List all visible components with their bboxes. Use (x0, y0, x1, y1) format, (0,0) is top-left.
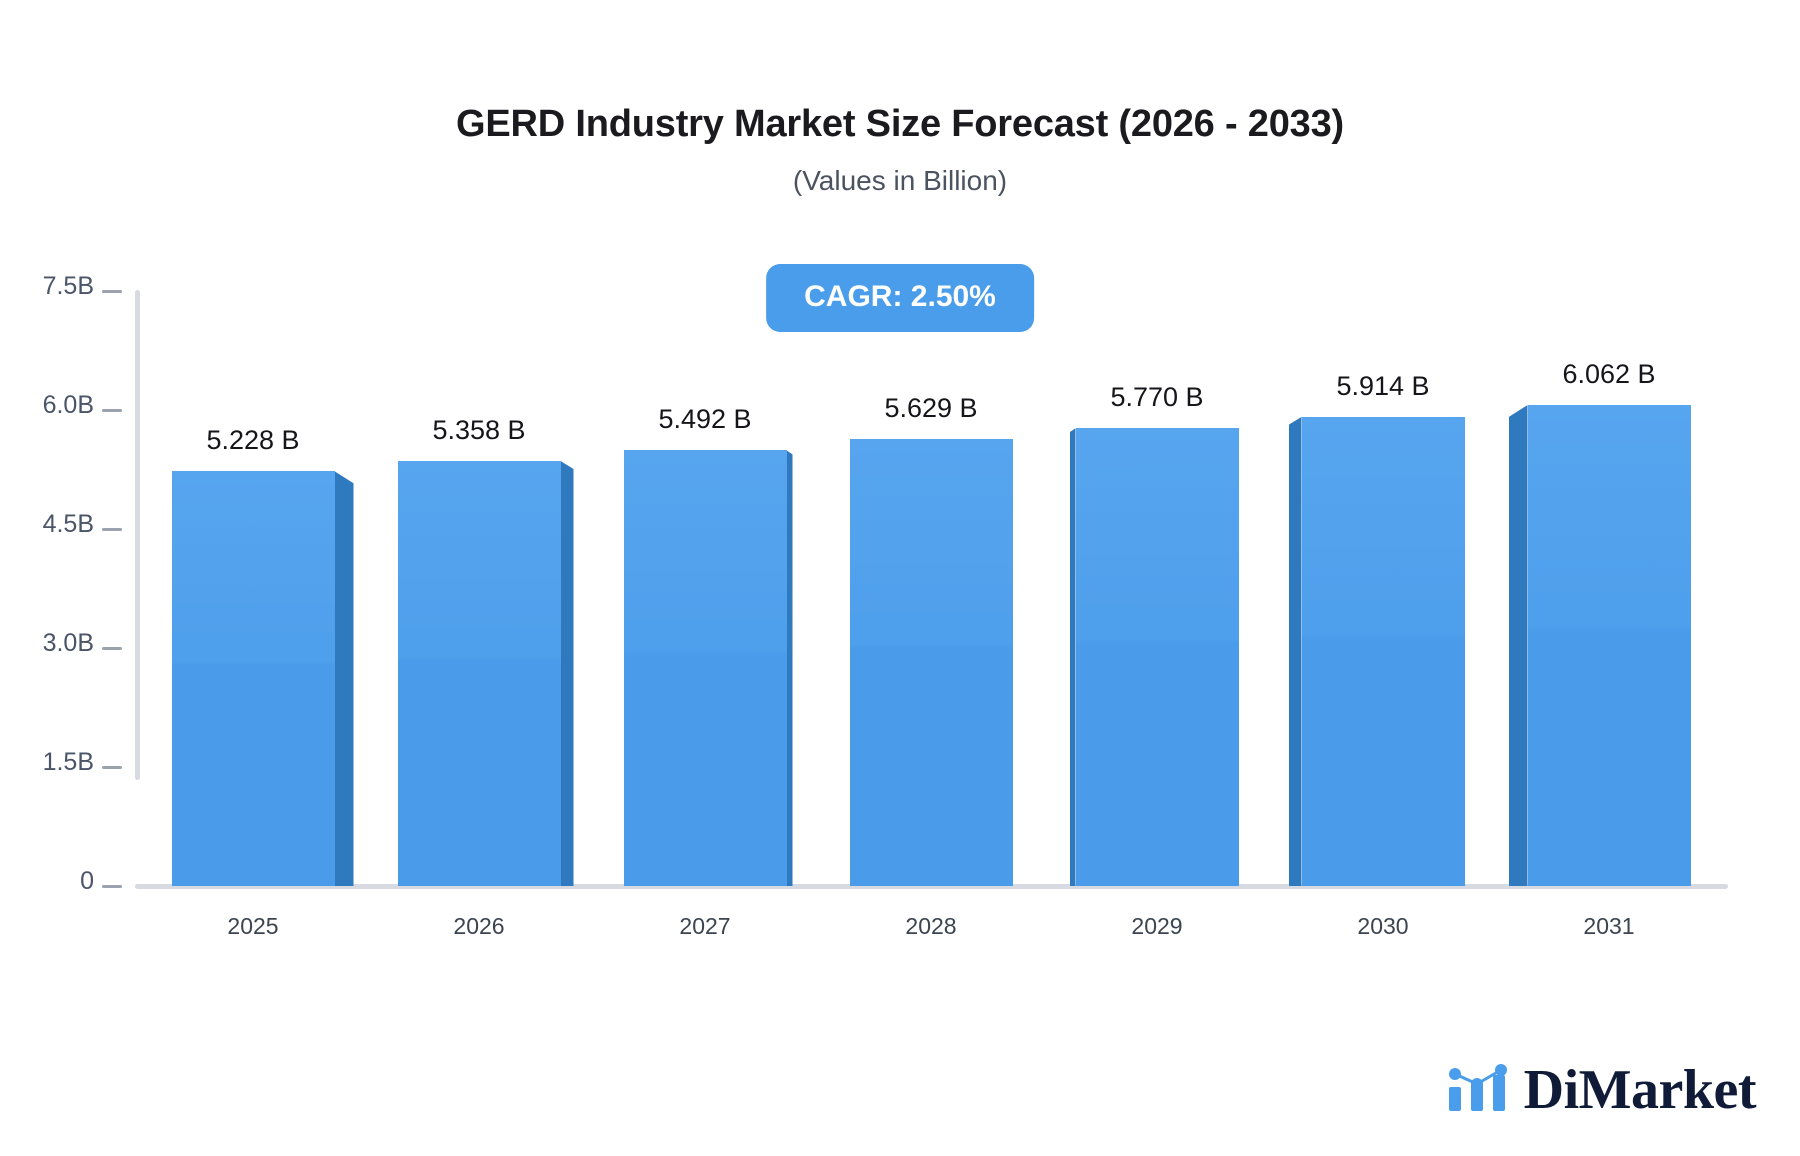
bar-front-face (171, 471, 335, 886)
y-axis-tick-mark (102, 766, 122, 769)
bar[interactable]: 5.629 B (849, 395, 1013, 886)
bar-front-face (397, 460, 561, 886)
y-axis-tick-mark (102, 647, 122, 650)
y-axis-tick-label: 4.5B (42, 510, 94, 538)
y-axis-tick-mark (102, 290, 122, 293)
bar-front-face (1075, 428, 1239, 886)
bar-side-face (560, 460, 574, 886)
bar-value-label: 5.770 B (1110, 382, 1204, 413)
bar-front-face (1527, 405, 1691, 886)
bar[interactable]: 5.228 B (171, 427, 354, 886)
page-title: GERD Industry Market Size Forecast (2026… (456, 103, 1344, 145)
bar-column[interactable]: 5.914 B (1288, 372, 1465, 886)
bar-side-face (1288, 416, 1302, 886)
bar-value-label: 6.062 B (1562, 359, 1656, 390)
y-axis-tick-label: 7.5B (42, 272, 94, 300)
bar-side-face (786, 450, 793, 886)
y-axis-line (135, 290, 140, 780)
x-axis-line (135, 884, 1728, 889)
x-axis-category-label: 2031 (1583, 913, 1635, 939)
bar-side-face (1508, 405, 1528, 886)
bar-front-face (623, 450, 787, 886)
bar-column[interactable]: 5.492 B (623, 406, 793, 886)
bar-side-face (334, 471, 354, 886)
y-axis-tick-mark (102, 409, 122, 412)
bar-value-label: 5.914 B (1336, 370, 1430, 401)
bar[interactable]: 5.492 B (623, 406, 793, 886)
y-axis-tick-mark (102, 528, 122, 531)
y-axis-tick-label: 0 (80, 867, 94, 895)
x-axis-category-label: 2025 (227, 913, 279, 939)
chart-subtitle: (Values in Billion) (792, 164, 1008, 196)
x-axis-category-label: 2030 (1357, 913, 1409, 939)
cagr-badge: CAGR: 2.50% (766, 264, 1034, 332)
bar[interactable]: 6.062 B (1508, 361, 1691, 886)
logo-text: DiMarket (1523, 1058, 1757, 1121)
bar[interactable]: 5.914 B (1288, 372, 1465, 886)
bar-column[interactable]: 5.770 B (1069, 384, 1239, 886)
bar-column[interactable]: 5.228 B (171, 427, 354, 886)
bar-column[interactable]: 6.062 B (1508, 361, 1691, 886)
y-axis-tick-label: 6.0B (42, 391, 94, 419)
brand-logo: DiMarket (1446, 1058, 1757, 1121)
bar-side-face (1069, 428, 1076, 886)
x-axis-category-label: 2026 (453, 913, 505, 939)
title-block: GERD Industry Market Size Forecast (2026… (0, 103, 1800, 197)
x-axis-category-label: 2027 (679, 913, 731, 939)
bar-front-face (1301, 416, 1465, 886)
bar-value-label: 5.358 B (432, 414, 526, 445)
bar-value-label: 5.228 B (206, 425, 300, 456)
y-axis-tick-mark (102, 885, 122, 888)
bar[interactable]: 5.770 B (1069, 384, 1239, 886)
bar-value-label: 5.492 B (658, 404, 752, 435)
bar[interactable]: 5.358 B (397, 416, 574, 886)
bar-front-face (849, 439, 1013, 886)
bar-column[interactable]: 5.358 B (397, 416, 574, 886)
bar-column[interactable]: 5.629 B (849, 395, 1013, 886)
x-axis-category-label: 2029 (1131, 913, 1183, 939)
y-axis-tick-label: 3.0B (42, 629, 94, 657)
bar-value-label: 5.629 B (884, 393, 978, 424)
x-axis-category-label: 2028 (905, 913, 957, 939)
bar-chart-logo-icon (1446, 1061, 1510, 1118)
y-axis-tick-label: 1.5B (42, 748, 94, 776)
